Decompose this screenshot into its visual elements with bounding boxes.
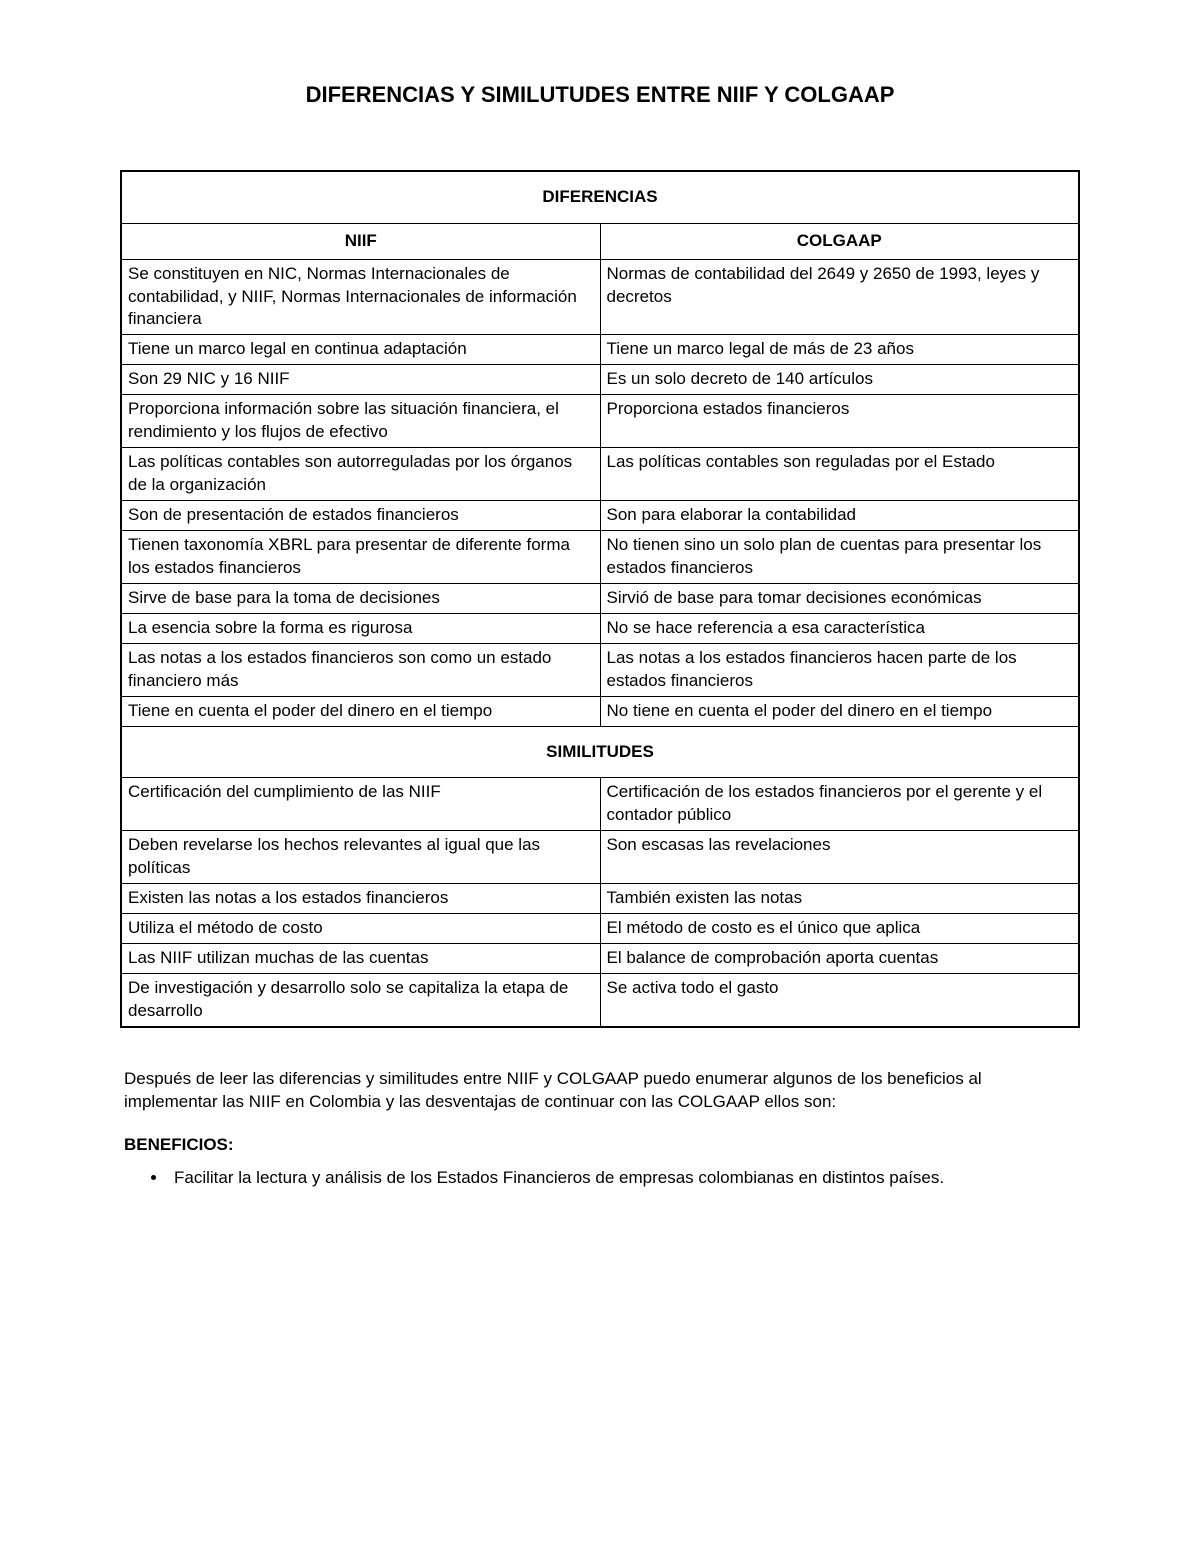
diferencias-niif-cell: Sirve de base para la toma de decisiones xyxy=(121,583,600,613)
beneficios-heading: BENEFICIOS: xyxy=(120,1134,1080,1157)
diferencias-niif-cell: Tiene en cuenta el poder del dinero en e… xyxy=(121,696,600,726)
table-row: Tienen taxonomía XBRL para presentar de … xyxy=(121,530,1079,583)
document-title: DIFERENCIAS Y SIMILUTUDES ENTRE NIIF Y C… xyxy=(120,80,1080,110)
diferencias-niif-cell: Proporciona información sobre las situac… xyxy=(121,395,600,448)
similitudes-niif-cell: De investigación y desarrollo solo se ca… xyxy=(121,974,600,1027)
column-header-niif: NIIF xyxy=(121,223,600,259)
table-row: Tiene en cuenta el poder del dinero en e… xyxy=(121,696,1079,726)
diferencias-niif-cell: Las políticas contables son autorregulad… xyxy=(121,448,600,501)
diferencias-colgaap-cell: Las políticas contables son reguladas po… xyxy=(600,448,1079,501)
similitudes-colgaap-cell: El balance de comprobación aporta cuenta… xyxy=(600,944,1079,974)
diferencias-colgaap-cell: No se hace referencia a esa característi… xyxy=(600,613,1079,643)
table-row: Tiene un marco legal en continua adaptac… xyxy=(121,335,1079,365)
similitudes-header: SIMILITUDES xyxy=(121,726,1079,778)
diferencias-colgaap-cell: Sirvió de base para tomar decisiones eco… xyxy=(600,583,1079,613)
table-row: Las NIIF utilizan muchas de las cuentasE… xyxy=(121,944,1079,974)
comparison-table: DIFERENCIASNIIFCOLGAAPSe constituyen en … xyxy=(120,170,1080,1028)
diferencias-colgaap-cell: Proporciona estados financieros xyxy=(600,395,1079,448)
column-header-colgaap: COLGAAP xyxy=(600,223,1079,259)
table-row: NIIFCOLGAAP xyxy=(121,223,1079,259)
table-row: Las notas a los estados financieros son … xyxy=(121,643,1079,696)
table-row: Certificación del cumplimiento de las NI… xyxy=(121,778,1079,831)
diferencias-niif-cell: Tienen taxonomía XBRL para presentar de … xyxy=(121,530,600,583)
table-row: Son de presentación de estados financier… xyxy=(121,501,1079,531)
table-row: Utiliza el método de costoEl método de c… xyxy=(121,914,1079,944)
similitudes-colgaap-cell: Certificación de los estados financieros… xyxy=(600,778,1079,831)
similitudes-niif-cell: Existen las notas a los estados financie… xyxy=(121,884,600,914)
diferencias-colgaap-cell: Normas de contabilidad del 2649 y 2650 d… xyxy=(600,259,1079,335)
diferencias-niif-cell: Se constituyen en NIC, Normas Internacio… xyxy=(121,259,600,335)
similitudes-niif-cell: Las NIIF utilizan muchas de las cuentas xyxy=(121,944,600,974)
diferencias-colgaap-cell: Es un solo decreto de 140 artículos xyxy=(600,365,1079,395)
beneficio-item: Facilitar la lectura y análisis de los E… xyxy=(168,1167,1080,1190)
table-row: Sirve de base para la toma de decisiones… xyxy=(121,583,1079,613)
similitudes-colgaap-cell: Son escasas las revelaciones xyxy=(600,831,1079,884)
diferencias-colgaap-cell: Las notas a los estados financieros hace… xyxy=(600,643,1079,696)
table-row: Existen las notas a los estados financie… xyxy=(121,884,1079,914)
table-row: Se constituyen en NIC, Normas Internacio… xyxy=(121,259,1079,335)
table-row: De investigación y desarrollo solo se ca… xyxy=(121,974,1079,1027)
similitudes-colgaap-cell: También existen las notas xyxy=(600,884,1079,914)
diferencias-colgaap-cell: No tienen sino un solo plan de cuentas p… xyxy=(600,530,1079,583)
similitudes-colgaap-cell: El método de costo es el único que aplic… xyxy=(600,914,1079,944)
diferencias-niif-cell: Tiene un marco legal en continua adaptac… xyxy=(121,335,600,365)
intro-paragraph: Después de leer las diferencias y simili… xyxy=(120,1068,1080,1114)
diferencias-colgaap-cell: Tiene un marco legal de más de 23 años xyxy=(600,335,1079,365)
table-row: Las políticas contables son autorregulad… xyxy=(121,448,1079,501)
table-row: Son 29 NIC y 16 NIIFEs un solo decreto d… xyxy=(121,365,1079,395)
table-row: DIFERENCIAS xyxy=(121,171,1079,223)
diferencias-niif-cell: Las notas a los estados financieros son … xyxy=(121,643,600,696)
table-row: Proporciona información sobre las situac… xyxy=(121,395,1079,448)
similitudes-colgaap-cell: Se activa todo el gasto xyxy=(600,974,1079,1027)
diferencias-header: DIFERENCIAS xyxy=(121,171,1079,223)
table-row: SIMILITUDES xyxy=(121,726,1079,778)
diferencias-niif-cell: Son de presentación de estados financier… xyxy=(121,501,600,531)
beneficios-list: Facilitar la lectura y análisis de los E… xyxy=(120,1167,1080,1190)
similitudes-niif-cell: Deben revelarse los hechos relevantes al… xyxy=(121,831,600,884)
diferencias-niif-cell: La esencia sobre la forma es rigurosa xyxy=(121,613,600,643)
diferencias-niif-cell: Son 29 NIC y 16 NIIF xyxy=(121,365,600,395)
diferencias-colgaap-cell: No tiene en cuenta el poder del dinero e… xyxy=(600,696,1079,726)
similitudes-niif-cell: Utiliza el método de costo xyxy=(121,914,600,944)
table-row: Deben revelarse los hechos relevantes al… xyxy=(121,831,1079,884)
diferencias-colgaap-cell: Son para elaborar la contabilidad xyxy=(600,501,1079,531)
similitudes-niif-cell: Certificación del cumplimiento de las NI… xyxy=(121,778,600,831)
table-row: La esencia sobre la forma es rigurosaNo … xyxy=(121,613,1079,643)
